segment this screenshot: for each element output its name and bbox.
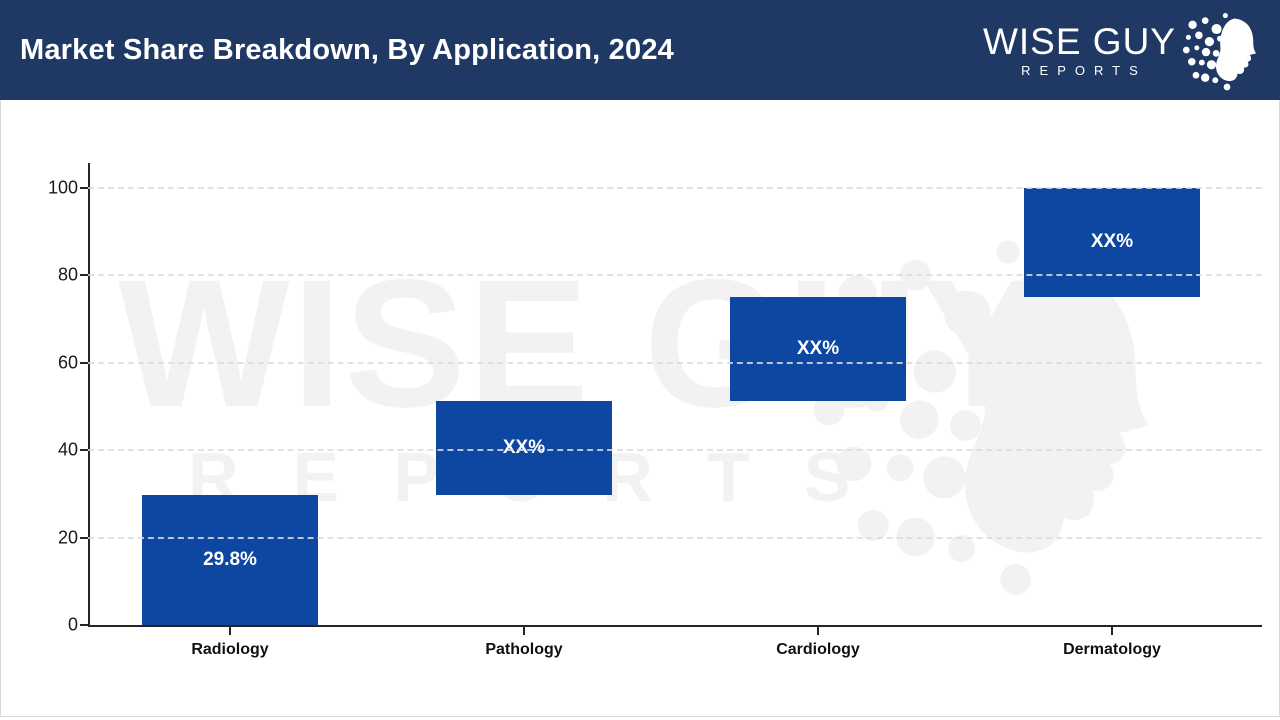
y-tick-label: 80	[57, 264, 78, 285]
y-tick-mark	[80, 274, 88, 277]
bar-radiology: 29.8%	[142, 494, 318, 625]
bar-cardiology: XX%	[730, 296, 906, 401]
gridline-100	[88, 187, 1262, 189]
logo-text: WISE GUY REPORTS	[983, 23, 1176, 77]
gridline-40	[88, 449, 1262, 452]
bar-value-label: XX%	[502, 436, 546, 458]
y-tick-label: 20	[57, 527, 78, 548]
bar-pathology: XX%	[436, 400, 612, 495]
y-tick-label: 0	[67, 614, 78, 635]
wise-guy-reports-logo: WISE GUY REPORTS	[983, 8, 1266, 92]
x-category-label-radiology: Radiology	[191, 641, 269, 658]
gridline-20	[88, 536, 1262, 539]
bar-value-label: 29.8%	[203, 548, 257, 570]
logo-wordmark: WISE GUY	[982, 21, 1176, 62]
y-tick-mark	[80, 187, 88, 189]
y-tick-label: 60	[57, 352, 78, 373]
x-tick-mark	[1111, 627, 1113, 635]
y-tick-mark	[80, 449, 88, 452]
x-category-label-cardiology: Cardiology	[776, 641, 860, 658]
x-tick-mark	[523, 627, 525, 635]
gridline-80	[88, 274, 1262, 277]
x-category-label-pathology: Pathology	[485, 641, 563, 658]
y-tick-mark	[80, 536, 88, 539]
bar-value-label: XX%	[1090, 231, 1134, 253]
y-tick-label: 100	[47, 177, 78, 198]
page-title: Market Share Breakdown, By Application, …	[20, 33, 674, 66]
y-axis-line	[88, 163, 90, 627]
y-tick-label: 40	[57, 439, 78, 460]
x-tick-mark	[229, 627, 231, 635]
y-tick-mark	[80, 624, 88, 626]
header: Market Share Breakdown, By Application, …	[0, 0, 1280, 100]
x-tick-mark	[817, 627, 819, 635]
logo-subtitle: REPORTS	[1021, 63, 1147, 78]
bar-dermatology: XX%	[1024, 188, 1200, 297]
dotted-head-logo-icon	[1182, 13, 1257, 91]
bar-value-label: XX%	[796, 337, 840, 359]
gridline-60	[88, 361, 1262, 364]
y-tick-mark	[80, 361, 88, 364]
x-axis-line	[88, 625, 1262, 627]
x-category-label-dermatology: Dermatology	[1063, 641, 1161, 658]
